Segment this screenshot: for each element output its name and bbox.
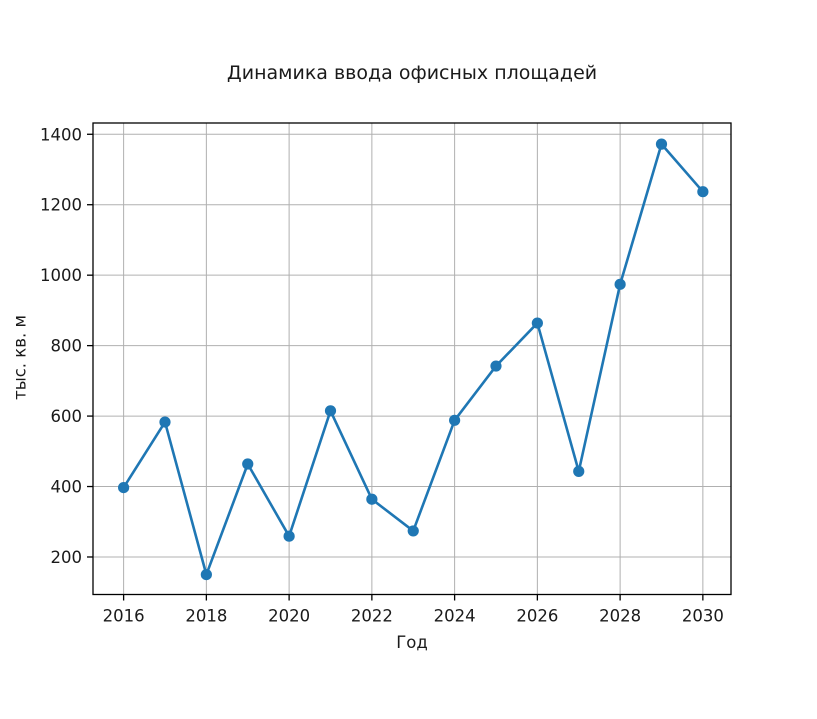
x-tick-label: 2016 [103,607,145,626]
plot-frame [92,122,732,596]
data-point-2026 [531,317,543,329]
x-tick-label: 2028 [599,607,641,626]
data-point-2016 [118,481,130,494]
x-tick-label: 2018 [185,607,227,626]
y-tick-label: 400 [51,478,83,497]
x-tick-label: 2026 [516,607,558,626]
data-point-2024 [449,414,461,426]
data-point-2017 [159,416,171,428]
data-point-2018 [200,568,212,581]
data-point-2023 [407,525,419,537]
x-tick-label: 2024 [434,607,476,626]
x-axis-label: Год [396,633,428,652]
x-tick-label: 2030 [682,607,724,626]
x-tick-label: 2020 [268,607,310,626]
series-line [122,142,705,576]
y-tick-label: 1400 [40,125,82,144]
y-tick-label: 1200 [40,196,82,215]
data-point-2029 [655,138,668,150]
y-tick-label: 600 [51,407,83,426]
x-tick-label: 2022 [351,607,393,626]
data-point-2021 [324,405,337,417]
chart-title: Динамика ввода офисных площадей [226,62,598,84]
data-point-2025 [490,360,502,372]
y-tick-label: 1000 [40,266,82,285]
data-point-2022 [366,493,378,505]
data-point-2028 [614,278,626,290]
data-point-2019 [242,458,254,470]
y-tick-label: 800 [51,337,83,356]
data-point-2020 [283,530,295,542]
data-point-2027 [573,465,585,477]
y-tick-label: 200 [51,548,83,567]
data-point-2030 [697,186,709,198]
